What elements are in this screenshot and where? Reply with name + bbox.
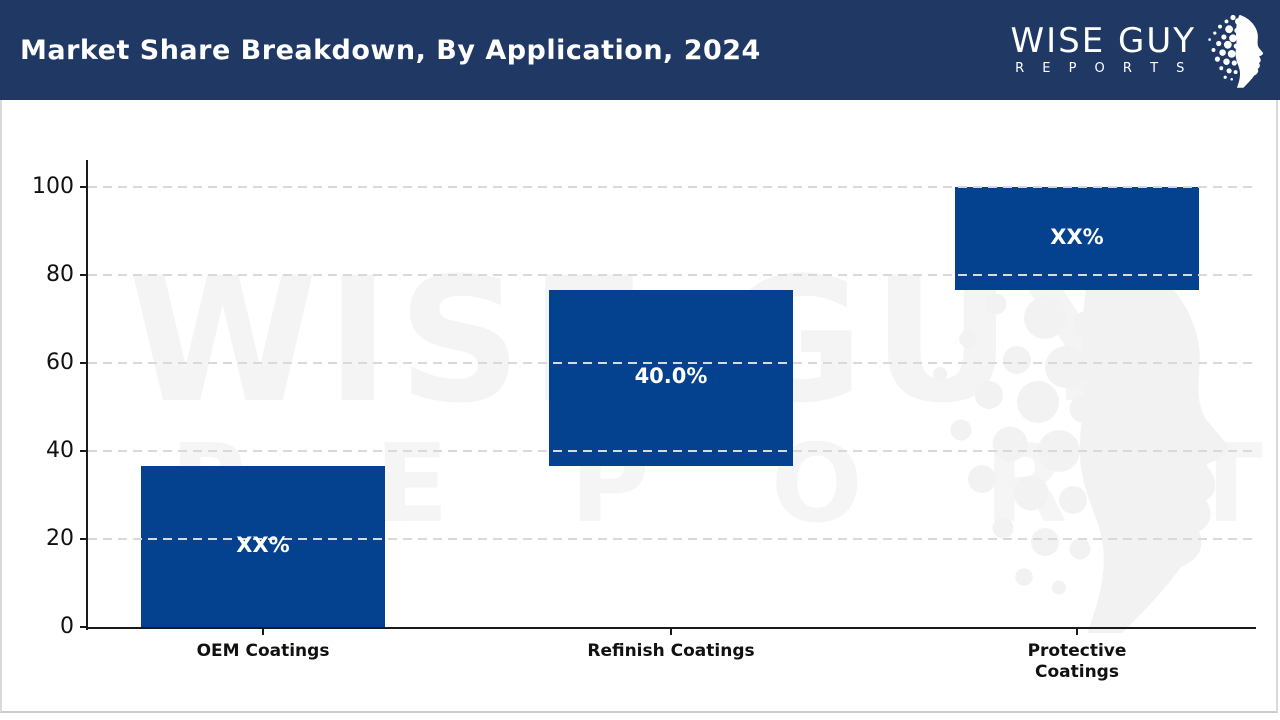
bar-value-label: XX% xyxy=(236,532,290,557)
x-tick-label: Refinish Coatings xyxy=(587,641,755,661)
gridline xyxy=(88,274,1256,276)
gridline xyxy=(88,538,1256,540)
gridline xyxy=(88,362,1256,364)
logo-wordmark: WISE GUY xyxy=(1010,21,1196,61)
bar xyxy=(549,290,793,467)
y-tick-label: 80 xyxy=(46,262,74,287)
y-tick-mark xyxy=(80,362,88,364)
y-tick-label: 100 xyxy=(32,174,74,199)
y-tick-label: 40 xyxy=(46,438,74,463)
chart-panel-border xyxy=(0,100,1278,713)
y-tick-mark xyxy=(80,538,88,540)
bar xyxy=(141,466,385,627)
x-tick-mark xyxy=(262,627,264,635)
x-tick-label: OEM Coatings xyxy=(196,641,330,661)
bar-value-label: 40.0% xyxy=(634,364,708,389)
logo-face-icon xyxy=(1208,14,1264,88)
y-tick-label: 60 xyxy=(46,350,74,375)
header: Market Share Breakdown, By Application, … xyxy=(0,0,1280,100)
logo-subtitle: R E P O R T S xyxy=(1015,61,1192,76)
y-tick-mark xyxy=(80,274,88,276)
y-tick-mark xyxy=(80,626,88,628)
gridline xyxy=(88,186,1256,188)
y-tick-mark xyxy=(80,186,88,188)
logo-text: WISE GUY R E P O R T S xyxy=(1010,23,1196,77)
bar-value-label: XX% xyxy=(1050,224,1104,249)
x-tick-label: Protective Coatings xyxy=(1027,641,1127,682)
y-tick-label: 0 xyxy=(60,614,74,639)
bar xyxy=(955,187,1199,291)
wiseguy-logo: WISE GUY R E P O R T S xyxy=(1010,11,1266,89)
gridline xyxy=(88,450,1256,452)
y-tick-mark xyxy=(80,450,88,452)
y-axis xyxy=(86,160,88,630)
y-tick-label: 20 xyxy=(46,526,74,551)
x-tick-mark xyxy=(1076,627,1078,635)
x-tick-mark xyxy=(670,627,672,635)
page-title: Market Share Breakdown, By Application, … xyxy=(20,34,761,66)
